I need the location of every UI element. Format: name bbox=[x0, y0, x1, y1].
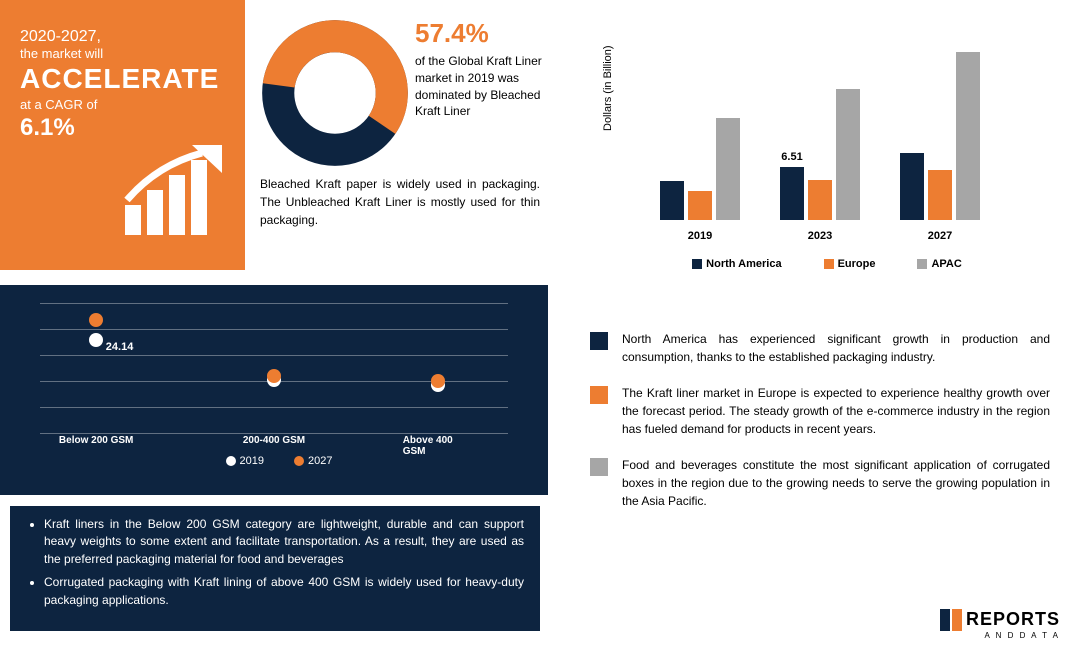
cagr-block: 2020-2027, the market will ACCELERATE at… bbox=[0, 0, 245, 270]
donut-description: of the Global Kraft Liner market in 2019… bbox=[415, 53, 545, 120]
logo-sub: A N D D A T A bbox=[940, 631, 1060, 640]
gsm-dot bbox=[431, 374, 445, 388]
gsm-legend-item: 2019 bbox=[216, 455, 264, 467]
gsm-chart-panel: Below 200 GSM 200-400 GSM Above 400 GSM 24.… bbox=[0, 285, 548, 495]
region-color-swatch bbox=[590, 332, 608, 350]
gsm-dot bbox=[89, 333, 103, 347]
region-bar-chart: Dollars (in Billion) 20196.5120232027 No… bbox=[590, 30, 1050, 280]
cagr-value: 6.1% bbox=[20, 114, 225, 142]
region-text: The Kraft liner market in Europe is expe… bbox=[622, 384, 1050, 438]
bar-xlabel: 2019 bbox=[650, 230, 750, 242]
gsm-category-label: 200-400 GSM bbox=[243, 435, 305, 446]
region-bullet-list: North America has experienced significan… bbox=[590, 330, 1050, 528]
period-text: 2020-2027, bbox=[20, 28, 225, 46]
region-text: Food and beverages constitute the most s… bbox=[622, 456, 1050, 510]
gsm-dot bbox=[267, 369, 281, 383]
bar-plot-area: 20196.5120232027 bbox=[640, 40, 1030, 220]
bar bbox=[716, 118, 740, 220]
region-bullet-item: North America has experienced significan… bbox=[590, 330, 1050, 366]
bar bbox=[660, 181, 684, 220]
region-bullet-item: The Kraft liner market in Europe is expe… bbox=[590, 384, 1050, 438]
logo-main: REPORTS bbox=[966, 609, 1060, 629]
bar-ylabel: Dollars (in Billion) bbox=[602, 45, 614, 131]
gsm-dot bbox=[89, 313, 103, 327]
bar-xlabel: 2023 bbox=[770, 230, 870, 242]
bar bbox=[780, 167, 804, 220]
donut-svg bbox=[260, 18, 410, 168]
region-color-swatch bbox=[590, 458, 608, 476]
gsm-category-label: Below 200 GSM bbox=[59, 435, 133, 446]
left-bullet-list: Kraft liners in the Below 200 GSM catego… bbox=[26, 516, 524, 609]
donut-chart: 57.4% of the Global Kraft Liner market i… bbox=[260, 18, 550, 168]
gsm-chart: Below 200 GSM200-400 GSMAbove 400 GSM24.… bbox=[40, 299, 508, 449]
bar bbox=[956, 52, 980, 220]
left-bullet-item: Corrugated packaging with Kraft lining o… bbox=[44, 574, 524, 609]
bar bbox=[836, 89, 860, 220]
bar-callout: 6.51 bbox=[781, 151, 802, 163]
accelerate-text: ACCELERATE bbox=[20, 63, 225, 95]
bar bbox=[688, 191, 712, 220]
bar-legend: North America Europe APAC bbox=[590, 258, 1050, 270]
left-bullet-panel: Kraft liners in the Below 200 GSM catego… bbox=[10, 506, 540, 631]
left-bullet-item: Kraft liners in the Below 200 GSM catego… bbox=[44, 516, 524, 568]
bar-legend-item: Europe bbox=[810, 258, 876, 270]
bar bbox=[900, 153, 924, 220]
gsm-legend-item: 2027 bbox=[284, 455, 332, 467]
logo-icon bbox=[940, 609, 962, 631]
cagr-label: at a CAGR of bbox=[20, 97, 225, 112]
growth-arrow-icon bbox=[117, 145, 227, 245]
donut-percent: 57.4% bbox=[415, 18, 545, 49]
region-bullet-item: Food and beverages constitute the most s… bbox=[590, 456, 1050, 510]
bar bbox=[928, 170, 952, 220]
bar-xlabel: 2027 bbox=[890, 230, 990, 242]
brand-logo: REPORTS A N D D A T A bbox=[940, 609, 1060, 640]
region-color-swatch bbox=[590, 386, 608, 404]
subtitle-text: the market will bbox=[20, 46, 225, 61]
donut-caption: Bleached Kraft paper is widely used in p… bbox=[260, 175, 540, 229]
gsm-callout: 24.14 bbox=[106, 341, 134, 353]
region-text: North America has experienced significan… bbox=[622, 330, 1050, 366]
gsm-category-label: Above 400 GSM bbox=[403, 435, 473, 457]
bar-legend-item: North America bbox=[678, 258, 781, 270]
bar bbox=[808, 180, 832, 220]
bar-legend-item: APAC bbox=[903, 258, 961, 270]
